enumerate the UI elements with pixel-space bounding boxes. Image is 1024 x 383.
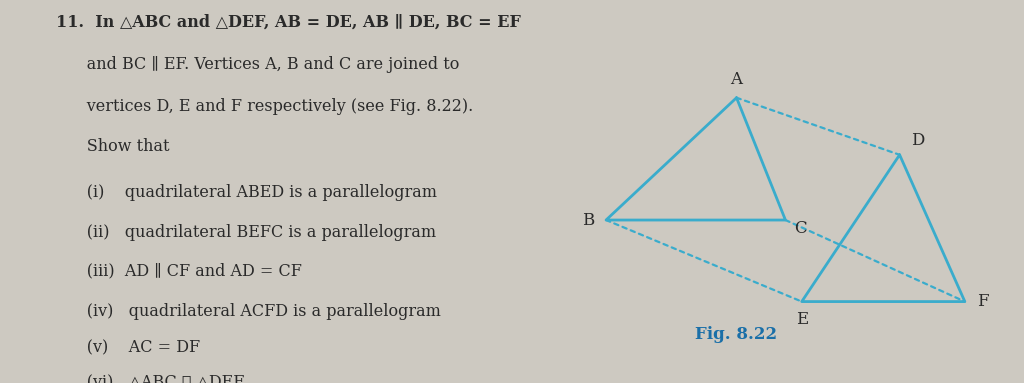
Text: (iii)  AD ∥ CF and AD = CF: (iii) AD ∥ CF and AD = CF (56, 262, 302, 279)
Text: 11.  In △ABC and △DEF, AB = DE, AB ∥ DE, BC = EF: 11. In △ABC and △DEF, AB = DE, AB ∥ DE, … (56, 13, 521, 30)
Text: A: A (730, 71, 742, 88)
Text: D: D (911, 132, 925, 149)
Text: (iv)   quadrilateral ACFD is a parallelogram: (iv) quadrilateral ACFD is a parallelogr… (56, 303, 441, 319)
Text: (i)    quadrilateral ABED is a parallelogram: (i) quadrilateral ABED is a parallelogra… (56, 184, 437, 201)
Text: C: C (794, 220, 807, 237)
Text: (ii)   quadrilateral BEFC is a parallelogram: (ii) quadrilateral BEFC is a parallelogr… (56, 224, 436, 241)
Text: (vi)   △ABC ≅ △DEF.: (vi) △ABC ≅ △DEF. (56, 375, 248, 383)
Text: and BC ∥ EF. Vertices A, B and C are joined to: and BC ∥ EF. Vertices A, B and C are joi… (56, 56, 460, 72)
Text: (v)    AC = DF: (v) AC = DF (56, 339, 201, 356)
Text: B: B (582, 211, 594, 229)
Text: E: E (796, 311, 808, 328)
Text: Fig. 8.22: Fig. 8.22 (695, 326, 777, 343)
Text: vertices D, E and F respectively (see Fig. 8.22).: vertices D, E and F respectively (see Fi… (56, 98, 473, 115)
Text: F: F (977, 293, 988, 310)
Text: Show that: Show that (56, 138, 170, 155)
